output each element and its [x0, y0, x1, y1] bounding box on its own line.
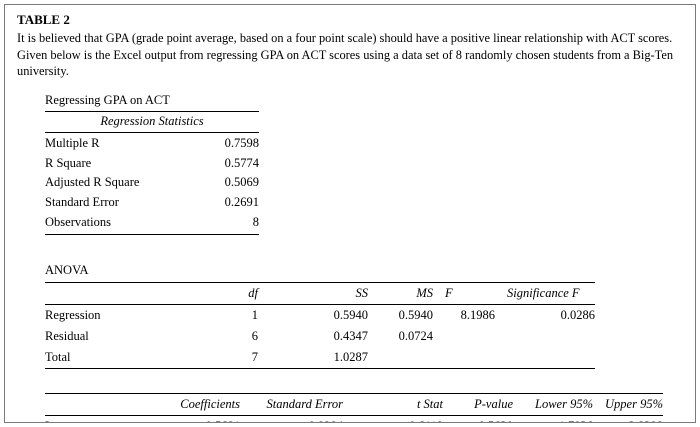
anova-title: ANOVA: [45, 263, 89, 278]
coef-header-coefficients: Coefficients: [180, 397, 240, 412]
coef-upper-95: 2.8398: [593, 416, 663, 422]
anova-header-ss: SS: [355, 286, 369, 301]
anova-significance-f: [495, 347, 595, 369]
anova-table: df SS MS F Significance F Regression 1 0…: [45, 282, 595, 369]
table-row: Observations 8: [45, 213, 259, 233]
anova-df: 6: [251, 329, 258, 344]
stat-value: 0.7598: [224, 136, 259, 151]
table-row: Adjusted R Square 0.5069: [45, 173, 259, 193]
coef-header-lower-95: Lower 95%: [535, 397, 593, 412]
anova-header-f: F: [445, 286, 453, 301]
coef-header-empty: [45, 394, 155, 416]
regression-statistics-table: Regressing GPA on ACT Regression Statist…: [45, 93, 259, 236]
anova-row-label: Residual: [45, 329, 89, 344]
anova-row-label: Regression: [45, 308, 101, 323]
anova-f: [433, 326, 495, 347]
anova-f: 8.1986: [460, 308, 495, 323]
stat-label: Multiple R: [45, 136, 100, 151]
regression-table-title: Regressing GPA on ACT: [45, 93, 259, 113]
stat-label: Standard Error: [45, 195, 119, 210]
coef-value: 0.5681: [155, 416, 240, 422]
anova-header-significance-f: Significance F: [507, 286, 580, 301]
anova-ms: 0.5940: [398, 308, 433, 323]
coef-header-p-value: P-value: [474, 397, 513, 412]
coef-lower-95: -1.7036: [513, 416, 593, 422]
coef-p-value: 0.5630: [443, 416, 513, 422]
anova-f: [433, 347, 495, 369]
coef-standard-error: 0.9284: [240, 416, 343, 422]
stat-value: 0.2691: [224, 195, 259, 210]
table-row: Residual 6 0.4347 0.0724: [45, 326, 595, 347]
anova-ss: 1.0287: [333, 350, 368, 365]
table-title: TABLE 2: [17, 12, 70, 27]
table-row: Standard Error 0.2691: [45, 193, 259, 213]
coef-header-standard-error: Standard Error: [266, 397, 343, 412]
stat-value: 0.5774: [224, 155, 259, 170]
stat-value: 8: [252, 214, 259, 229]
coef-row-label: Intercept: [45, 416, 155, 422]
anova-significance-f: 0.0286: [560, 308, 595, 323]
anova-row-label: Total: [45, 350, 71, 365]
anova-header-row: df SS MS F Significance F: [45, 282, 595, 305]
document-page: TABLE 2 It is believed that GPA (grade p…: [4, 4, 696, 423]
table-row: Total 7 1.0287: [45, 347, 595, 369]
coefficients-table: Coefficients Standard Error t Stat P-val…: [45, 393, 663, 422]
stat-label: Observations: [45, 214, 111, 229]
table-row: Regression 1 0.5940 0.5940 8.1986 0.0286: [45, 305, 595, 327]
coef-t-stat: 0.6119: [343, 416, 443, 422]
regression-statistics-subtitle: Regression Statistics: [45, 112, 259, 134]
anova-ss: 0.4347: [333, 329, 368, 344]
coef-header-upper-95: Upper 95%: [605, 397, 663, 412]
anova-df: 1: [251, 308, 258, 323]
table-row: Multiple R 0.7598: [45, 134, 259, 154]
anova-ms: 0.0724: [398, 329, 433, 344]
anova-header-empty: [45, 283, 195, 305]
anova-ss: 0.5940: [333, 308, 368, 323]
table-row: R Square 0.5774: [45, 154, 259, 174]
stat-label: Adjusted R Square: [45, 175, 140, 190]
regression-statistics-rows: Multiple R 0.7598 R Square 0.5774 Adjust…: [45, 133, 259, 236]
coef-header-t-stat: t Stat: [416, 397, 443, 412]
intro-text: It is believed that GPA (grade point ave…: [17, 31, 674, 79]
anova-ms: [368, 347, 433, 369]
stat-value: 0.5069: [224, 175, 259, 190]
anova-header-ms: MS: [416, 286, 433, 301]
anova-df: 7: [251, 350, 258, 365]
stat-label: R Square: [45, 155, 92, 170]
table-row: Intercept 0.5681 0.9284 0.6119 0.5630 -1…: [45, 416, 663, 422]
anova-significance-f: [495, 326, 595, 347]
coefficients-header-row: Coefficients Standard Error t Stat P-val…: [45, 393, 663, 416]
anova-header-df: df: [248, 286, 258, 301]
